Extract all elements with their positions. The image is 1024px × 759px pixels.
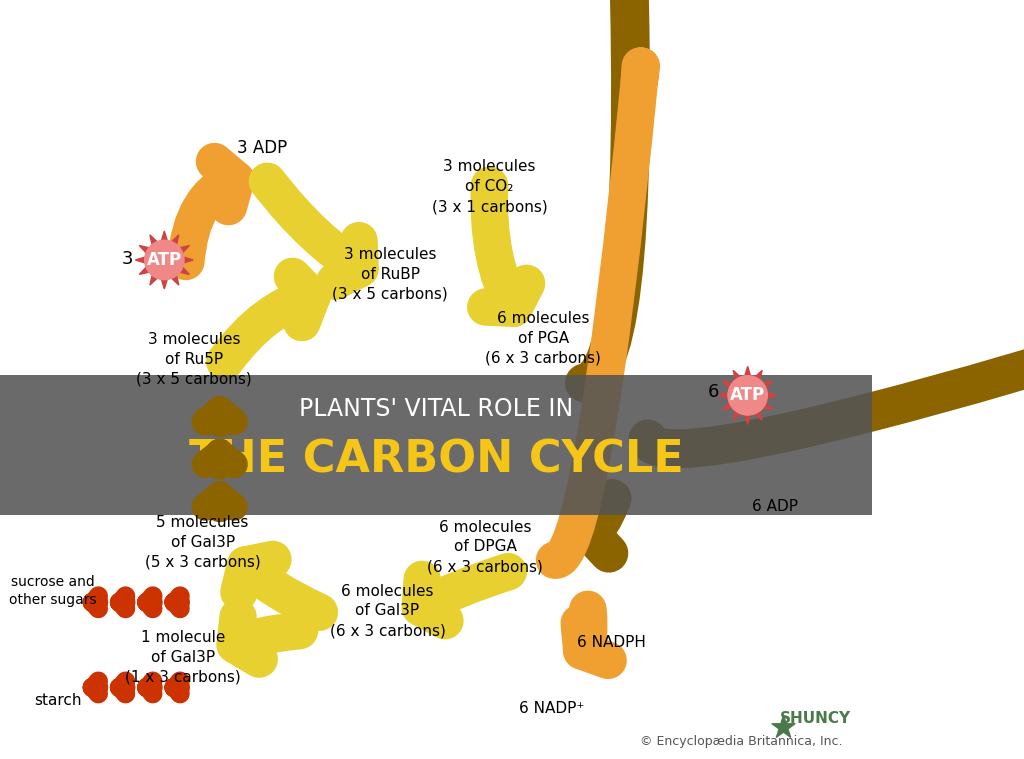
Polygon shape [135, 231, 194, 289]
Text: PLANTS' VITAL ROLE IN: PLANTS' VITAL ROLE IN [299, 397, 573, 421]
Text: 6 molecules
of PGA
(6 x 3 carbons): 6 molecules of PGA (6 x 3 carbons) [485, 311, 601, 366]
Text: 5 molecules
of Gal3P
(5 x 3 carbons): 5 molecules of Gal3P (5 x 3 carbons) [144, 515, 260, 570]
Text: THE CARBON CYCLE: THE CARBON CYCLE [188, 439, 683, 482]
Text: 3 ADP: 3 ADP [238, 140, 288, 157]
Polygon shape [719, 367, 776, 424]
Text: © Encyclopædia Britannica, Inc.: © Encyclopædia Britannica, Inc. [640, 735, 842, 748]
Text: 3 molecules
of CO₂
(3 x 1 carbons): 3 molecules of CO₂ (3 x 1 carbons) [432, 159, 548, 214]
Text: starch: starch [34, 693, 82, 707]
Text: 3: 3 [122, 250, 133, 268]
Text: sucrose and
other sugars: sucrose and other sugars [9, 575, 96, 607]
Text: 3 molecules
of RuBP
(3 x 5 carbons): 3 molecules of RuBP (3 x 5 carbons) [332, 247, 447, 302]
Circle shape [728, 376, 767, 415]
Circle shape [144, 241, 184, 279]
Text: 6 molecules
of Gal3P
(6 x 3 carbons): 6 molecules of Gal3P (6 x 3 carbons) [330, 584, 445, 638]
Text: 6 NADPH: 6 NADPH [577, 635, 646, 650]
Text: ATP: ATP [146, 251, 182, 269]
Text: 6: 6 [708, 383, 719, 401]
Text: SHUNCY: SHUNCY [780, 711, 851, 726]
Point [775, 721, 792, 733]
Text: 6 ADP: 6 ADP [752, 499, 798, 514]
Text: ATP: ATP [730, 386, 765, 405]
Text: 6 molecules
of DPGA
(6 x 3 carbons): 6 molecules of DPGA (6 x 3 carbons) [427, 520, 544, 575]
Text: 3 molecules
of Ru5P
(3 x 5 carbons): 3 molecules of Ru5P (3 x 5 carbons) [136, 332, 252, 387]
Text: 6 NADP⁺: 6 NADP⁺ [519, 701, 585, 716]
Bar [0, 375, 872, 515]
Text: 1 molecule
of Gal3P
(1 x 3 carbons): 1 molecule of Gal3P (1 x 3 carbons) [125, 630, 241, 685]
